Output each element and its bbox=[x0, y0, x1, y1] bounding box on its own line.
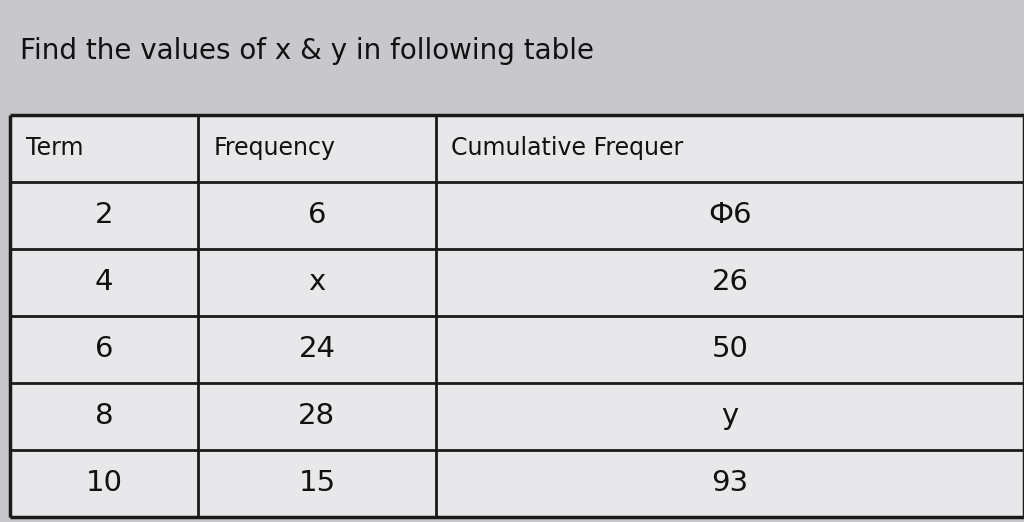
Text: Find the values of x & y in following table: Find the values of x & y in following ta… bbox=[20, 37, 595, 65]
Bar bbox=[10, 383, 198, 450]
Bar bbox=[10, 115, 198, 182]
Bar bbox=[436, 450, 1024, 517]
Text: Frequency: Frequency bbox=[213, 136, 335, 160]
Bar bbox=[436, 316, 1024, 383]
Text: Cumulative Frequer: Cumulative Frequer bbox=[452, 136, 684, 160]
Text: 10: 10 bbox=[86, 469, 123, 497]
Text: 8: 8 bbox=[94, 402, 114, 430]
Text: Ф6: Ф6 bbox=[709, 201, 752, 229]
Text: 2: 2 bbox=[95, 201, 114, 229]
Bar bbox=[436, 383, 1024, 450]
Text: 26: 26 bbox=[712, 268, 749, 296]
Bar bbox=[10, 316, 198, 383]
Bar bbox=[198, 383, 436, 450]
Text: 6: 6 bbox=[307, 201, 327, 229]
Bar bbox=[10, 182, 198, 249]
Bar bbox=[198, 249, 436, 316]
Bar bbox=[198, 316, 436, 383]
Text: Term: Term bbox=[26, 136, 83, 160]
Text: 24: 24 bbox=[298, 335, 336, 363]
Bar bbox=[198, 450, 436, 517]
Text: y: y bbox=[721, 402, 738, 430]
Bar bbox=[436, 249, 1024, 316]
Bar bbox=[436, 182, 1024, 249]
Text: 93: 93 bbox=[712, 469, 749, 497]
Text: 6: 6 bbox=[95, 335, 114, 363]
Text: x: x bbox=[308, 268, 326, 296]
Bar bbox=[436, 115, 1024, 182]
Bar bbox=[198, 115, 436, 182]
Bar bbox=[10, 450, 198, 517]
Text: 28: 28 bbox=[298, 402, 336, 430]
Text: 50: 50 bbox=[712, 335, 749, 363]
Bar bbox=[198, 182, 436, 249]
Text: 4: 4 bbox=[95, 268, 114, 296]
Text: 15: 15 bbox=[298, 469, 336, 497]
Bar bbox=[10, 249, 198, 316]
